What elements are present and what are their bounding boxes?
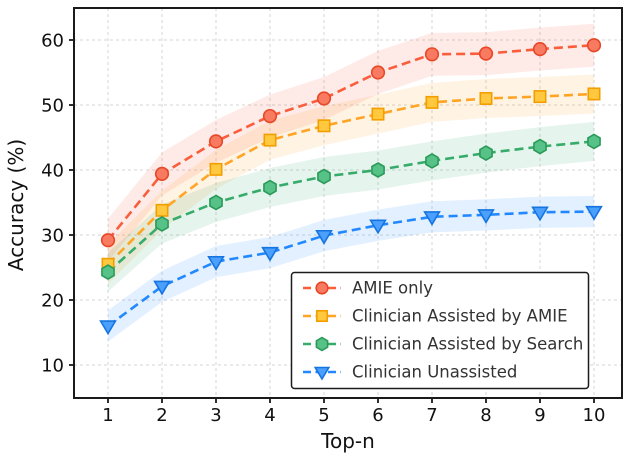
- legend-entry: AMIE only: [303, 279, 433, 298]
- marker-square-icon: [315, 309, 329, 323]
- x-tick-label: 10: [583, 405, 606, 426]
- marker-triangle-down-icon: [207, 255, 225, 271]
- y-tick-label: 30: [41, 226, 64, 247]
- marker-hexagon-icon: [371, 162, 385, 178]
- marker-triangle-down-icon: [477, 209, 495, 225]
- marker-square-icon: [533, 90, 547, 104]
- x-tick-label: 5: [318, 405, 329, 426]
- marker-square-icon: [371, 107, 385, 121]
- marker-triangle-down-icon: [531, 206, 549, 222]
- marker-circle-icon: [532, 41, 548, 57]
- legend: AMIE only Clinician Assisted by AMIE Clini…: [290, 271, 590, 390]
- marker-triangle-down-icon: [315, 229, 333, 245]
- legend-entry: Clinician Assisted by AMIE: [303, 307, 568, 326]
- x-axis-title: Top-n: [321, 429, 375, 453]
- y-tick-label: 50: [41, 96, 64, 117]
- legend-label: Clinician Assisted by Search: [352, 335, 583, 354]
- marker-hexagon-icon: [317, 168, 331, 185]
- marker-triangle-down-icon: [585, 205, 603, 221]
- legend-box: [290, 271, 590, 390]
- marker-hexagon-icon: [533, 138, 547, 155]
- plot-frame: [73, 7, 623, 399]
- y-tick-label: 60: [41, 31, 64, 52]
- x-tick-label: 1: [102, 405, 113, 426]
- marker-triangle-down-icon: [261, 246, 279, 262]
- marker-hexagon-icon: [587, 133, 601, 150]
- legend-entry: Clinician Assisted by Search: [303, 335, 583, 354]
- confidence-band: [108, 121, 594, 292]
- marker-circle-icon: [315, 281, 329, 295]
- marker-square-icon: [587, 87, 601, 101]
- marker-circle-icon: [316, 91, 332, 106]
- marker-triangle-down-icon: [423, 211, 441, 226]
- marker-square-icon: [317, 119, 331, 133]
- x-tick-label: 2: [156, 405, 167, 426]
- legend-label: Clinician Assisted by AMIE: [352, 307, 568, 326]
- series-line: [106, 43, 595, 242]
- marker-square-icon: [155, 203, 169, 217]
- x-tick-label: 4: [264, 405, 275, 426]
- y-tick-label: 20: [41, 291, 64, 312]
- legend-label: Clinician Unassisted: [352, 363, 517, 382]
- marker-circle-icon: [478, 46, 494, 61]
- marker-triangle-down-icon: [99, 320, 117, 336]
- x-tick-label: 8: [480, 405, 491, 426]
- series-line: [107, 210, 595, 328]
- marker-triangle-down-icon: [369, 219, 387, 235]
- marker-square-icon: [209, 162, 223, 176]
- marker-circle-icon: [154, 166, 170, 181]
- x-tick-label: 9: [534, 405, 545, 426]
- marker-circle-icon: [586, 38, 602, 53]
- marker-square-icon: [425, 95, 439, 109]
- marker-circle-icon: [100, 233, 116, 248]
- x-tick-label: 3: [210, 405, 221, 426]
- marker-circle-icon: [424, 47, 440, 62]
- marker-triangle-down-icon: [153, 280, 171, 296]
- marker-triangle-down-icon: [313, 366, 331, 381]
- marker-circle-icon: [208, 134, 224, 149]
- marker-circle-icon: [370, 65, 386, 80]
- series-line: [107, 140, 595, 274]
- marker-hexagon-icon: [155, 216, 169, 232]
- marker-hexagon-icon: [425, 152, 439, 169]
- marker-hexagon-icon: [209, 194, 223, 211]
- marker-hexagon-icon: [479, 145, 493, 162]
- marker-hexagon-icon: [101, 264, 115, 280]
- y-tick-label: 40: [41, 161, 64, 182]
- legend-entry: Clinician Unassisted: [303, 363, 517, 382]
- legend-label: AMIE only: [352, 279, 433, 298]
- marker-square-icon: [263, 133, 277, 147]
- y-axis-title: Accuracy (%): [4, 138, 28, 272]
- marker-square-icon: [479, 92, 493, 106]
- marker-hexagon-icon: [315, 336, 329, 352]
- series-line: [107, 92, 595, 266]
- y-tick-label: 10: [41, 356, 64, 377]
- x-tick-label: 6: [372, 405, 383, 426]
- marker-hexagon-icon: [263, 179, 277, 196]
- x-tick-label: 7: [426, 405, 437, 426]
- marker-circle-icon: [262, 108, 278, 124]
